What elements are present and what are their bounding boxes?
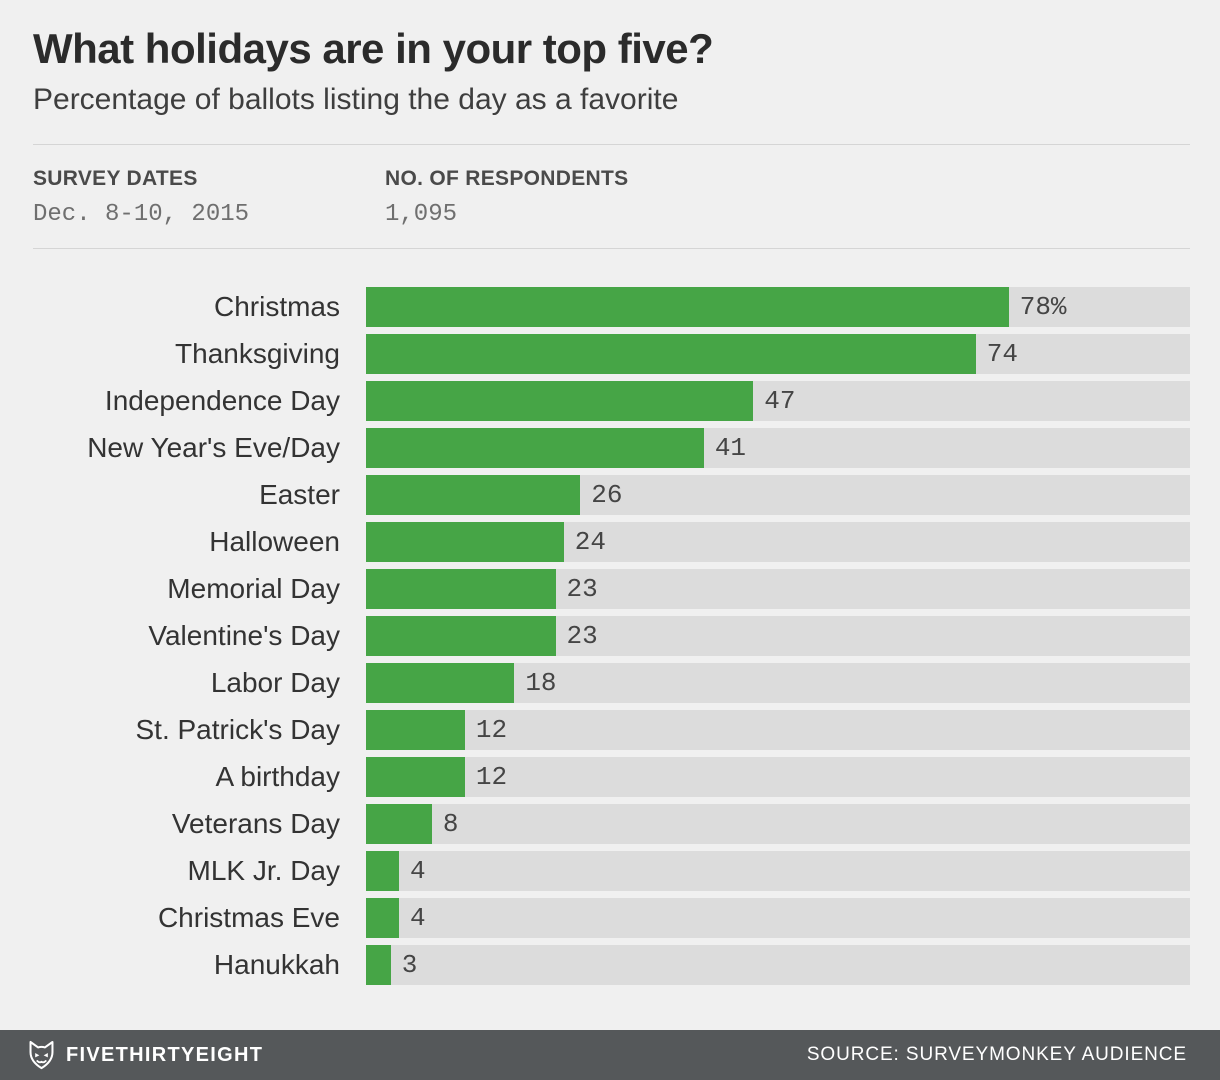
category-label: Christmas Eve — [157, 902, 340, 934]
bar — [366, 428, 704, 469]
value-label: 24 — [574, 527, 606, 558]
bar — [366, 287, 1009, 328]
chart-row: Christmas 78% — [33, 287, 1190, 328]
category-label: Valentine's Day — [148, 620, 340, 652]
source-credit: SOURCE: SURVEYMONKEY AUDIENCE — [806, 1044, 1187, 1065]
bar-track: 8 — [366, 804, 1190, 845]
bar-track: 24 — [366, 522, 1190, 563]
value-label: 41 — [714, 433, 747, 464]
bar-track: 26 — [366, 475, 1190, 516]
chart-row: Independence Day 47 — [33, 381, 1190, 422]
respondents-block: NO. OF RESPONDENTS 1,095 — [385, 167, 628, 228]
page-title: What holidays are in your top five? — [33, 25, 714, 72]
bar-track: 74 — [366, 334, 1190, 375]
bar — [366, 898, 399, 939]
chart-row: Halloween 24 — [33, 522, 1190, 563]
chart-row: A birthday 12 — [33, 757, 1190, 798]
respondents-value: 1,095 — [385, 201, 458, 229]
bar-track: 4 — [366, 851, 1190, 892]
chart-row: Veterans Day 8 — [33, 804, 1190, 845]
chart-row: St. Patrick's Day 12 — [33, 710, 1190, 751]
fivethirtyeight-brand: FIVETHIRTYEIGHT — [28, 1040, 263, 1071]
fivethirtyeight-fox-logo-icon — [28, 1040, 55, 1071]
chart-row: Hanukkah 3 — [33, 945, 1190, 986]
bar-track: 78% — [366, 287, 1190, 328]
value-label: 26 — [591, 480, 623, 511]
fivethirtyeight-wordmark: FIVETHIRTYEIGHT — [66, 1043, 264, 1066]
value-label: 74 — [986, 339, 1018, 370]
bar — [366, 710, 465, 751]
bar-track: 41 — [366, 428, 1190, 469]
category-label: Hanukkah — [213, 949, 340, 981]
bar — [366, 663, 515, 704]
bar — [366, 757, 465, 798]
page-subtitle: Percentage of ballots listing the day as… — [33, 83, 679, 117]
chart-row: MLK Jr. Day 4 — [33, 851, 1190, 892]
bar-chart: Christmas 78% Thanksgiving 74 Independence D… — [33, 287, 1190, 986]
survey-dates-value: Dec. 8-10, 2015 — [33, 201, 250, 229]
value-label: 3 — [401, 950, 418, 981]
chart-row: Christmas Eve 4 — [33, 898, 1190, 939]
category-label: Christmas — [213, 291, 340, 323]
category-label: Easter — [259, 479, 340, 511]
bar — [366, 851, 399, 892]
chart-row: New Year's Eve/Day 41 — [33, 428, 1190, 469]
respondents-label: NO. OF RESPONDENTS — [385, 167, 629, 191]
bar-track: 47 — [366, 381, 1190, 422]
category-label: MLK Jr. Day — [187, 855, 340, 887]
category-label: A birthday — [215, 761, 340, 793]
value-label: 4 — [409, 856, 426, 887]
value-label: 78% — [1019, 292, 1067, 323]
category-label: Independence Day — [104, 385, 340, 417]
bar-track: 12 — [366, 757, 1190, 798]
chart-row: Memorial Day 23 — [33, 569, 1190, 610]
bar — [366, 804, 432, 845]
bar-track: 23 — [366, 616, 1190, 657]
category-label: Thanksgiving — [175, 338, 340, 370]
bar — [366, 334, 976, 375]
bar-track: 3 — [366, 945, 1190, 986]
chart-card: What holidays are in your top five? Perc… — [33, 25, 1190, 986]
chart-row: Labor Day 18 — [33, 663, 1190, 704]
bar — [366, 522, 564, 563]
value-label: 23 — [566, 621, 598, 652]
category-label: New Year's Eve/Day — [87, 432, 340, 464]
footer: FIVETHIRTYEIGHT SOURCE: SURVEYMONKEY AUD… — [0, 1030, 1220, 1080]
value-label: 12 — [475, 762, 508, 793]
value-label: 4 — [409, 903, 426, 934]
survey-dates-label: SURVEY DATES — [33, 167, 198, 191]
value-label: 23 — [566, 574, 598, 605]
category-label: St. Patrick's Day — [135, 714, 340, 746]
chart-row: Thanksgiving 74 — [33, 334, 1190, 375]
category-label: Memorial Day — [167, 573, 340, 605]
survey-dates-block: SURVEY DATES Dec. 8-10, 2015 — [33, 167, 385, 228]
value-label: 12 — [475, 715, 508, 746]
bar-track: 23 — [366, 569, 1190, 610]
value-label: 8 — [442, 809, 459, 840]
survey-meta-section: SURVEY DATES Dec. 8-10, 2015 NO. OF RESP… — [33, 144, 1190, 250]
bar — [366, 569, 556, 610]
category-label: Veterans Day — [171, 808, 340, 840]
bar — [366, 475, 581, 516]
chart-row: Easter 26 — [33, 475, 1190, 516]
category-label: Halloween — [209, 526, 340, 558]
bar — [366, 381, 754, 422]
category-label: Labor Day — [210, 667, 340, 699]
value-label: 18 — [525, 668, 557, 699]
bar — [366, 945, 391, 986]
value-label: 47 — [764, 386, 796, 417]
bar-track: 4 — [366, 898, 1190, 939]
chart-row: Valentine's Day 23 — [33, 616, 1190, 657]
bar-track: 12 — [366, 710, 1190, 751]
bar — [366, 616, 556, 657]
bar-track: 18 — [366, 663, 1190, 704]
